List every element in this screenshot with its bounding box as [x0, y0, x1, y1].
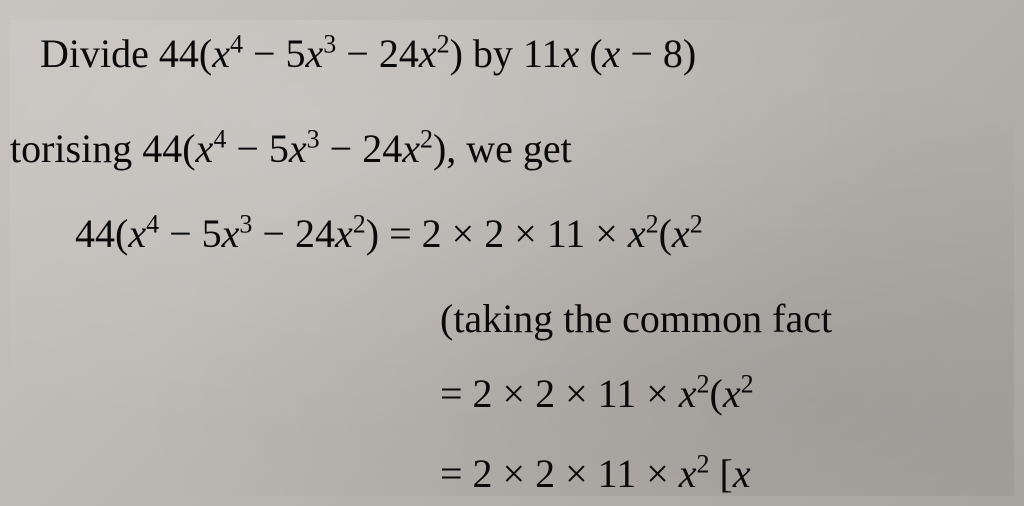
exp-2: 2 — [646, 210, 659, 239]
exp-2: 2 — [690, 210, 703, 239]
var-x: x — [419, 31, 437, 76]
var-x: x — [603, 31, 621, 76]
exp-2: 2 — [741, 370, 754, 399]
paper-texture — [10, 20, 1014, 496]
exp-2: 2 — [697, 450, 710, 479]
text: [ — [710, 451, 733, 496]
var-x: x — [306, 31, 324, 76]
exp-2: 2 — [420, 125, 433, 154]
var-x: x — [679, 451, 697, 496]
text: ), we get — [433, 126, 572, 171]
var-x: x — [733, 451, 751, 496]
text: ( — [659, 211, 672, 256]
text: 44( — [75, 211, 128, 256]
text: − 5 — [159, 211, 222, 256]
var-x: x — [335, 211, 353, 256]
text: ) by 11 — [450, 31, 562, 76]
var-x: x — [212, 31, 230, 76]
text: − 24 — [336, 31, 419, 76]
text: − 5 — [243, 31, 306, 76]
exp-2: 2 — [697, 370, 710, 399]
text: − 24 — [320, 126, 403, 171]
exp-3: 3 — [307, 125, 320, 154]
text: ) = 2 × 2 × 11 × — [366, 211, 628, 256]
text: (taking the common fact — [440, 296, 832, 341]
text: = 2 × 2 × 11 × — [440, 371, 679, 416]
exp-4: 4 — [213, 125, 226, 154]
text: − 5 — [226, 126, 289, 171]
problem-statement: Divide 44(x4 − 5x3 − 24x2) by 11x (x − 8… — [40, 30, 696, 77]
var-x: x — [222, 211, 240, 256]
text: = 2 × 2 × 11 × — [440, 451, 679, 496]
text: − 8) — [620, 31, 696, 76]
parenthetical-note: (taking the common fact — [440, 295, 832, 342]
text: torising 44( — [10, 126, 196, 171]
equation-step-3: = 2 × 2 × 11 × x2 [x — [440, 450, 751, 497]
text: Divide 44( — [40, 31, 212, 76]
text: − 24 — [252, 211, 335, 256]
text: ( — [710, 371, 723, 416]
exp-3: 3 — [323, 30, 336, 59]
var-x: x — [402, 126, 420, 171]
var-x: x — [679, 371, 697, 416]
equation-step-1: 44(x4 − 5x3 − 24x2) = 2 × 2 × 11 × x2(x2 — [75, 210, 703, 257]
var-x: x — [289, 126, 307, 171]
exp-4: 4 — [230, 30, 243, 59]
exp-4: 4 — [146, 210, 159, 239]
exp-3: 3 — [239, 210, 252, 239]
var-x: x — [723, 371, 741, 416]
exp-2: 2 — [353, 210, 366, 239]
var-x: x — [196, 126, 214, 171]
var-x: x — [628, 211, 646, 256]
factorising-line: torising 44(x4 − 5x3 − 24x2), we get — [10, 125, 572, 172]
var-x: x — [672, 211, 690, 256]
var-x: x — [561, 31, 579, 76]
math-textbook-excerpt: Divide 44(x4 − 5x3 − 24x2) by 11x (x − 8… — [10, 20, 1014, 496]
var-x: x — [128, 211, 146, 256]
exp-2: 2 — [437, 30, 450, 59]
text: ( — [579, 31, 602, 76]
equation-step-2: = 2 × 2 × 11 × x2(x2 — [440, 370, 754, 417]
